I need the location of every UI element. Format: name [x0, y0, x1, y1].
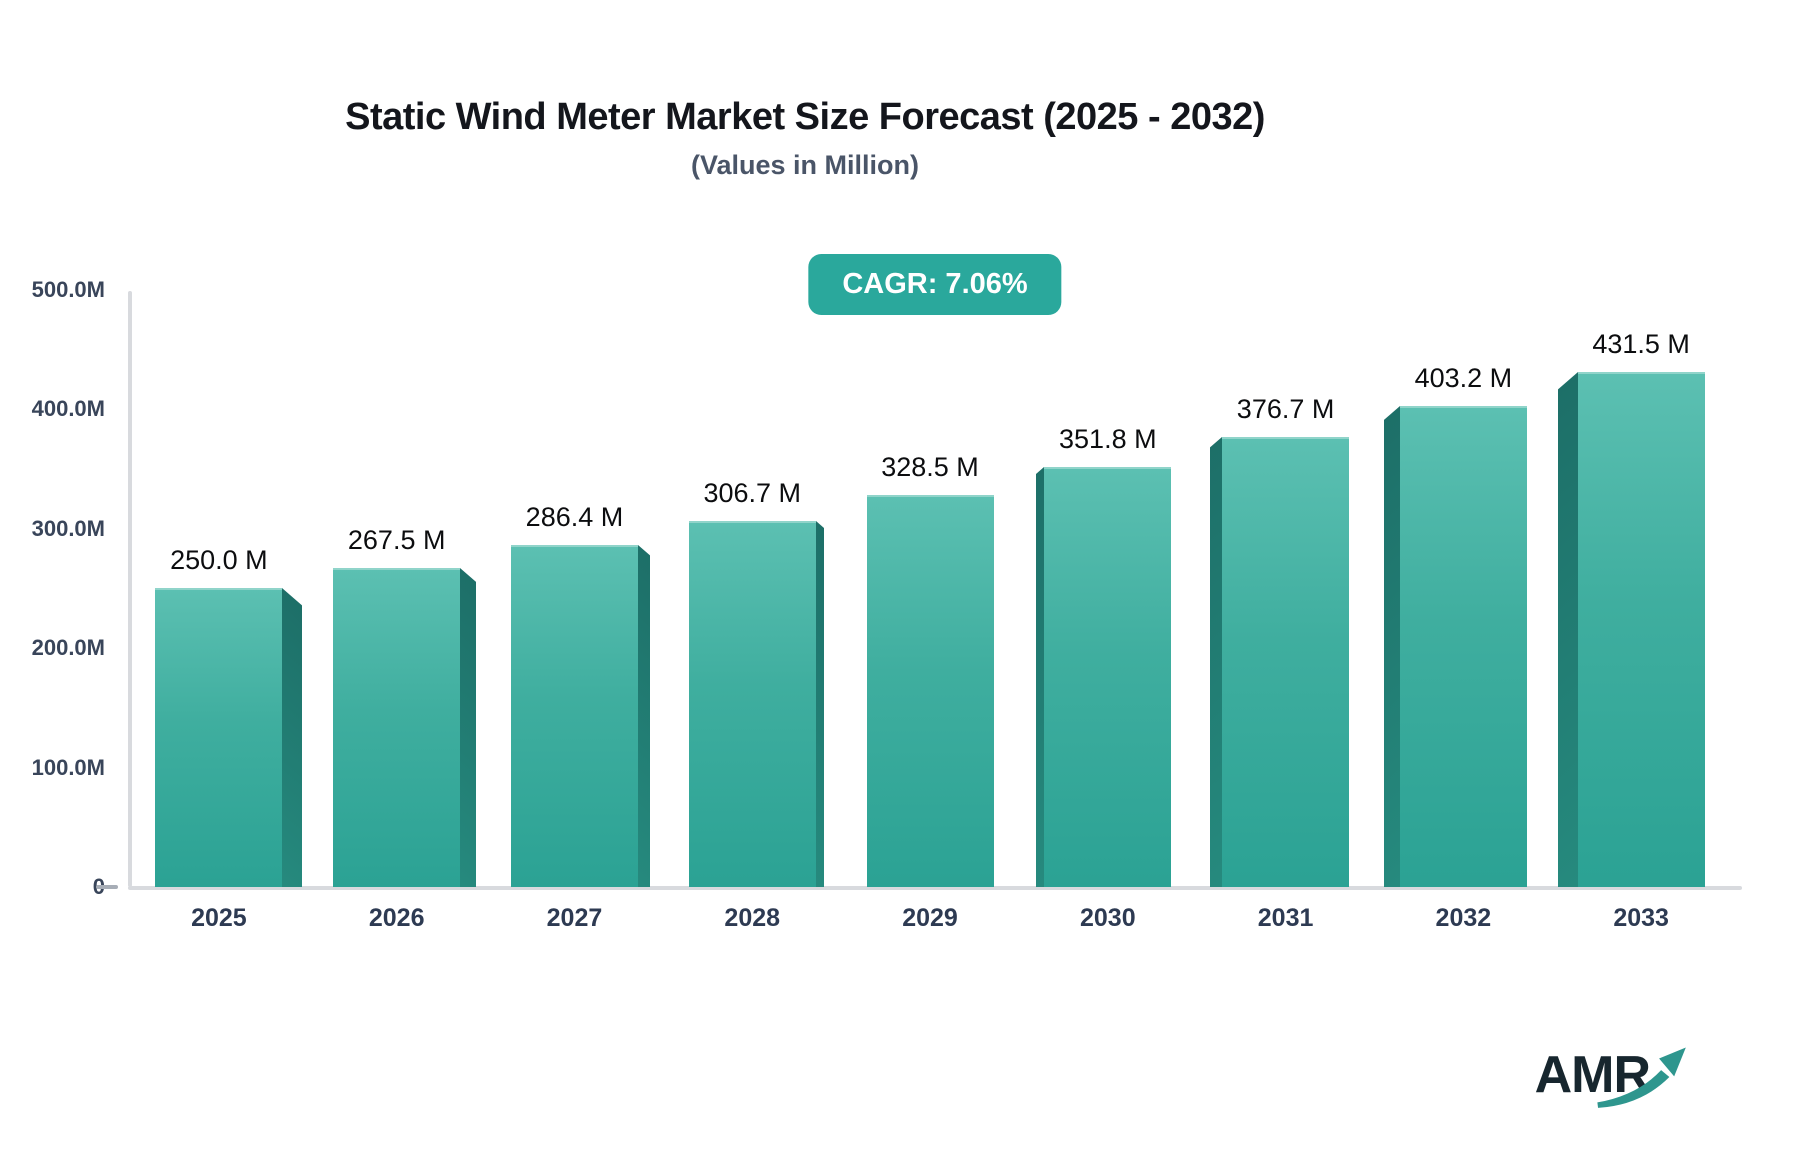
bar-value-label: 376.7 M [1236, 394, 1335, 424]
x-tick-label: 2029 [902, 904, 958, 932]
bar-value-label: 286.4 M [525, 502, 624, 532]
bar-value-label: 250.0 M [170, 545, 268, 575]
x-tick-label: 2032 [1435, 904, 1492, 932]
bar-slot-2030: 351.8 M [1019, 290, 1197, 887]
bar-side-face [1383, 406, 1400, 887]
bar-slot-2028: 306.7 M [663, 290, 841, 887]
x-tick-label: 2028 [724, 904, 781, 932]
bar-slot-2027: 286.4 M [486, 290, 664, 887]
cagr-badge: CAGR: 7.06% [808, 254, 1062, 315]
bar-2025[interactable] [155, 588, 303, 887]
bar-side-face [282, 588, 303, 887]
bar-2033[interactable] [1557, 372, 1705, 887]
y-axis-tick-labels: 500.0M 400.0M 300.0M 200.0M 100.0M 0 [0, 277, 105, 899]
bar-2030[interactable] [1036, 467, 1172, 887]
bar-side-face [460, 568, 477, 887]
x-tick-label: 2031 [1257, 904, 1314, 932]
bar-side-face [1210, 437, 1223, 887]
bar-slot-2026: 267.5 M [308, 290, 486, 887]
plot-area: 250.0 M 267.5 M 286.4 M 306.7 M 328.5 M 351.8… [130, 290, 1730, 887]
bar-value-label: 431.5 M [1592, 329, 1690, 359]
y-tick-label: 100.0M [31, 755, 105, 780]
bar-slot-2031: 376.7 M [1197, 290, 1375, 887]
x-tick-label: 2030 [1079, 904, 1136, 932]
zero-tick-mark [96, 885, 118, 889]
bar-value-label: 328.5 M [881, 452, 979, 482]
y-tick-label: 200.0M [31, 635, 105, 660]
bar-side-face [637, 545, 650, 887]
growth-arrow-icon [1597, 1047, 1686, 1108]
y-axis-line [128, 291, 132, 887]
y-tick-label: 300.0M [31, 516, 105, 541]
bar-value-label: 267.5 M [347, 525, 446, 555]
bar-2026[interactable] [333, 568, 477, 887]
bar-side-face [815, 521, 824, 887]
bar-2029[interactable] [866, 495, 994, 887]
bar-side-face [1557, 372, 1578, 887]
bar-value-label: 403.2 M [1414, 363, 1513, 393]
y-tick-label: 0 [0, 873, 105, 901]
bar-value-label: 351.8 M [1059, 424, 1157, 454]
y-tick-label: 500.0M [31, 277, 105, 302]
chart-subtitle: (Values in Million) [690, 150, 920, 180]
x-tick-label: 2026 [368, 904, 425, 932]
bar-slot-2025: 250.0 M [130, 290, 308, 887]
y-tick-label: 400.0M [31, 396, 105, 421]
x-tick-label: 2025 [191, 904, 247, 932]
bar-slot-2033: 431.5 M [1552, 290, 1730, 887]
bar-slot-2029: 328.5 M [841, 290, 1019, 887]
bar-2028[interactable] [688, 521, 824, 887]
bar-slot-2032: 403.2 M [1374, 290, 1552, 887]
bar-2027[interactable] [510, 545, 650, 887]
amr-logo: AMR [1535, 1047, 1686, 1108]
x-axis-baseline [128, 886, 1742, 890]
x-tick-label: 2033 [1613, 904, 1669, 932]
x-tick-label: 2027 [546, 904, 603, 932]
bar-2032[interactable] [1383, 406, 1527, 887]
bar-value-label: 306.7 M [703, 478, 802, 508]
bar-side-face [1036, 467, 1045, 887]
chart-title: Static Wind Meter Market Size Forecast (… [345, 96, 1265, 138]
x-axis-tick-labels: 2025 2026 2027 2028 2029 2030 2031 2032 2033 [130, 904, 1730, 933]
bar-2031[interactable] [1210, 437, 1350, 887]
